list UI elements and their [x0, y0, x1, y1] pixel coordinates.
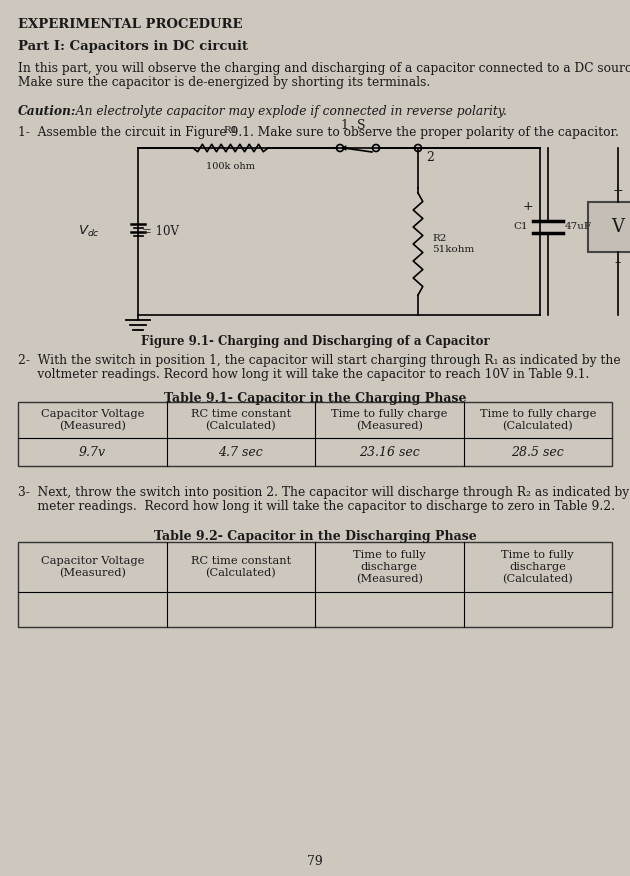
- Text: 28.5 sec: 28.5 sec: [512, 446, 564, 458]
- Text: C1: C1: [513, 222, 528, 231]
- Text: 100k ohm: 100k ohm: [206, 162, 255, 171]
- Text: $V_{dc}$: $V_{dc}$: [78, 224, 100, 239]
- Text: In this part, you will observe the charging and discharging of a capacitor conne: In this part, you will observe the charg…: [18, 62, 630, 75]
- Text: R2
51kohm: R2 51kohm: [432, 234, 474, 254]
- Text: Figure 9.1- Charging and Discharging of a Capacitor: Figure 9.1- Charging and Discharging of …: [140, 335, 490, 348]
- Text: 2: 2: [426, 151, 434, 164]
- Text: Part I: Capacitors in DC circuit: Part I: Capacitors in DC circuit: [18, 40, 248, 53]
- Bar: [18, 542, 612, 627]
- Text: RC time constant
(Calculated): RC time constant (Calculated): [191, 556, 291, 578]
- Text: 9.7v: 9.7v: [79, 446, 106, 458]
- Text: EXPERIMENTAL PROCEDURE: EXPERIMENTAL PROCEDURE: [18, 18, 243, 31]
- Text: = 10V: = 10V: [142, 225, 179, 238]
- Text: 1-  Assemble the circuit in Figure 9.1. Make sure to observe the proper polarity: 1- Assemble the circuit in Figure 9.1. M…: [18, 126, 619, 139]
- Text: +: +: [613, 185, 623, 197]
- Text: Make sure the capacitor is de-energized by shorting its terminals.: Make sure the capacitor is de-energized …: [18, 76, 430, 89]
- Text: 23.16 sec: 23.16 sec: [359, 446, 420, 458]
- Text: Time to fully
discharge
(Measured): Time to fully discharge (Measured): [353, 550, 425, 583]
- Text: 79: 79: [307, 855, 323, 868]
- Text: Time to fully charge
(Measured): Time to fully charge (Measured): [331, 409, 447, 431]
- Text: 47uF: 47uF: [565, 222, 592, 231]
- Text: +: +: [523, 200, 534, 213]
- Text: voltmeter readings. Record how long it will take the capacitor to reach 10V in T: voltmeter readings. Record how long it w…: [18, 368, 590, 381]
- Text: Time to fully
discharge
(Calculated): Time to fully discharge (Calculated): [501, 550, 574, 583]
- Text: –: –: [615, 257, 621, 270]
- Text: Table 9.2- Capacitor in the Discharging Phase: Table 9.2- Capacitor in the Discharging …: [154, 530, 476, 543]
- Text: RC time constant
(Calculated): RC time constant (Calculated): [191, 409, 291, 431]
- Text: Table 9.1- Capacitor in the Charging Phase: Table 9.1- Capacitor in the Charging Pha…: [164, 392, 466, 405]
- Text: 4.7 sec: 4.7 sec: [219, 446, 263, 458]
- Text: 3-  Next, throw the switch into position 2. The capacitor will discharge through: 3- Next, throw the switch into position …: [18, 486, 630, 499]
- Text: Capacitor Voltage
(Measured): Capacitor Voltage (Measured): [40, 409, 144, 431]
- Text: V: V: [612, 217, 624, 236]
- Text: 1  S: 1 S: [341, 119, 365, 132]
- Text: 2-  With the switch in position 1, the capacitor will start charging through R₁ : 2- With the switch in position 1, the ca…: [18, 354, 621, 367]
- Text: R1: R1: [223, 126, 238, 135]
- Text: Capacitor Voltage
(Measured): Capacitor Voltage (Measured): [40, 556, 144, 578]
- Text: An electrolyte capacitor may explode if connected in reverse polarity.: An electrolyte capacitor may explode if …: [68, 105, 507, 118]
- Bar: [588, 201, 630, 251]
- Text: Caution:: Caution:: [18, 105, 76, 118]
- Text: Time to fully charge
(Calculated): Time to fully charge (Calculated): [479, 409, 596, 431]
- Text: meter readings.  Record how long it will take the capacitor to discharge to zero: meter readings. Record how long it will …: [18, 500, 615, 513]
- Bar: [18, 402, 612, 466]
